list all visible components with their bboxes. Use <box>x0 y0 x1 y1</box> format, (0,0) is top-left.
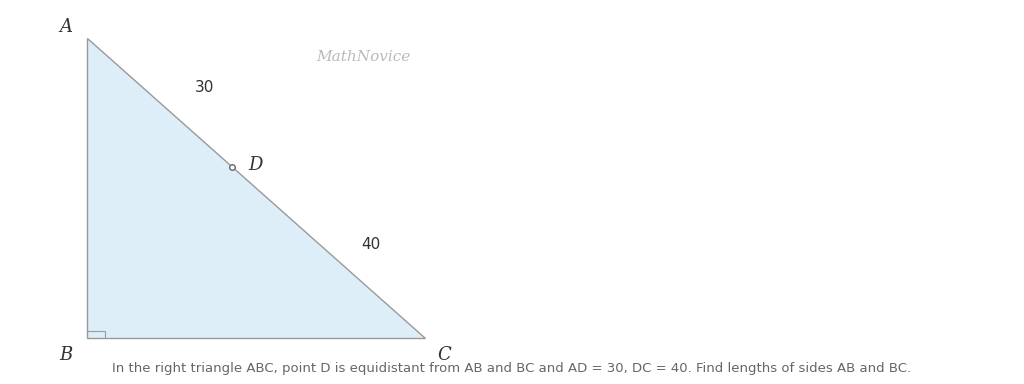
Text: MathNovice: MathNovice <box>316 50 411 64</box>
Text: 40: 40 <box>361 237 381 252</box>
Text: In the right triangle ABC, point D is equidistant from AB and BC and AD = 30, DC: In the right triangle ABC, point D is eq… <box>113 362 911 375</box>
Polygon shape <box>87 38 425 338</box>
Text: 30: 30 <box>196 80 215 95</box>
Text: D: D <box>248 156 262 174</box>
Text: A: A <box>59 18 73 36</box>
Text: B: B <box>59 346 73 364</box>
Text: C: C <box>437 346 451 364</box>
